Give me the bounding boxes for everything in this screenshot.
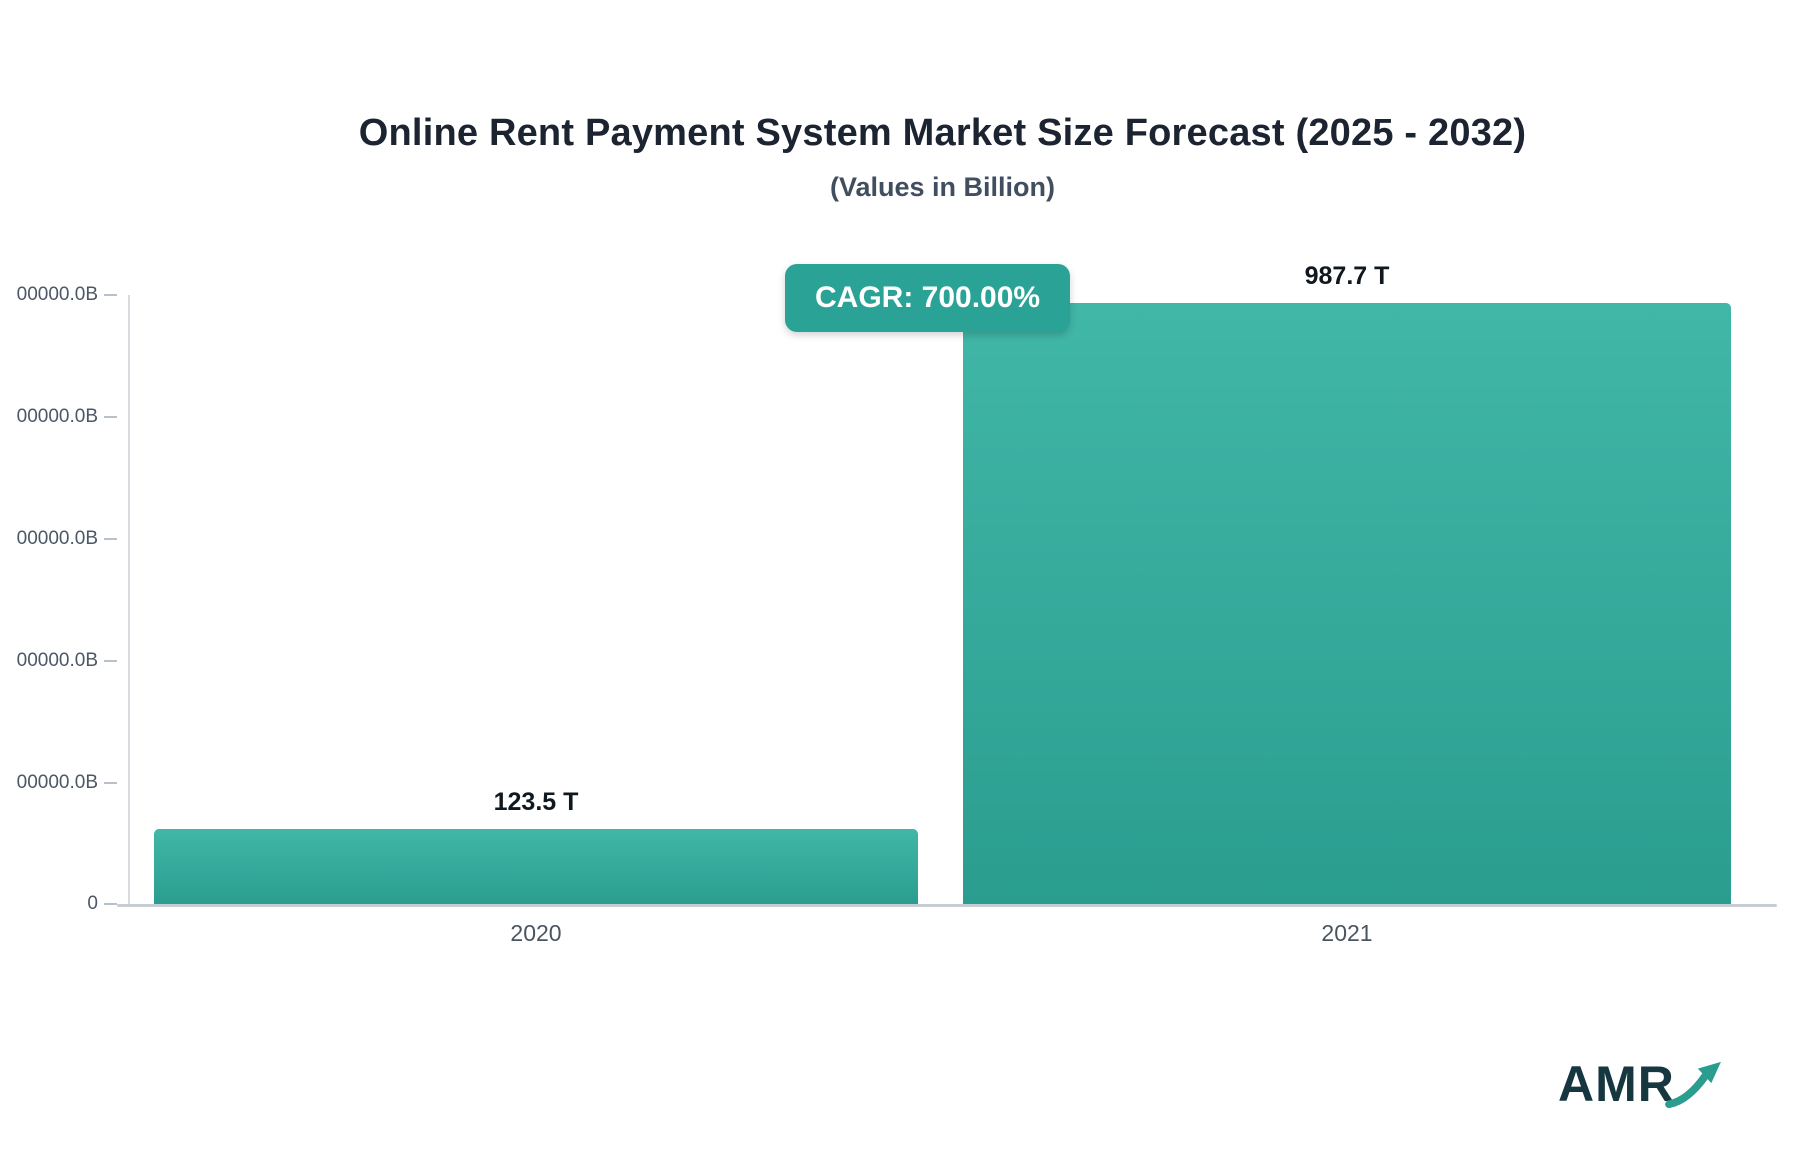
y-tick-mark	[104, 294, 117, 296]
chart-subtitle: (Values in Billion)	[829, 172, 1056, 202]
y-tick-label: 00000.0B	[16, 406, 98, 427]
bar-2021	[963, 302, 1731, 904]
x-axis-line	[117, 904, 1777, 907]
y-tick-label: 00000.0B	[16, 772, 98, 793]
amr-logo-text: AMR	[1558, 1056, 1675, 1112]
y-tick-label: 0	[87, 893, 98, 914]
amr-logo: AMR	[1558, 1052, 1723, 1116]
y-tick-mark	[104, 660, 117, 662]
y-axis-line	[128, 295, 130, 906]
growth-arrow-icon	[1665, 1061, 1721, 1109]
y-tick-mark	[104, 538, 117, 540]
y-tick-label: 00000.0B	[16, 650, 98, 671]
y-tick-label: 00000.0B	[16, 284, 98, 305]
y-tick-mark	[104, 416, 117, 418]
bar-value-label-2021: 987.7 T	[1304, 261, 1390, 290]
bar-2020	[154, 828, 918, 904]
chart-title: Online Rent Payment System Market Size F…	[358, 112, 1527, 154]
x-axis-label-2021: 2021	[1321, 920, 1373, 946]
y-tick-mark	[104, 903, 117, 905]
cagr-badge: CAGR: 700.00%	[785, 264, 1071, 332]
y-tick-mark	[104, 782, 117, 784]
x-axis-label-2020: 2020	[510, 920, 562, 946]
y-tick-label: 00000.0B	[16, 528, 98, 549]
bar-value-label-2020: 123.5 T	[493, 787, 579, 816]
